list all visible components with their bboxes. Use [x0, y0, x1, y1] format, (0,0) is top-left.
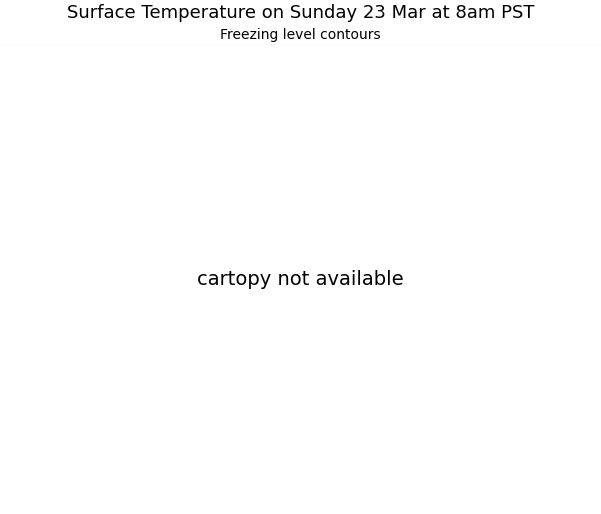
Text: cartopy not available: cartopy not available: [197, 270, 404, 289]
Text: Freezing level contours: Freezing level contours: [220, 28, 381, 42]
Text: Surface Temperature on Sunday 23 Mar at 8am PST: Surface Temperature on Sunday 23 Mar at …: [67, 4, 534, 22]
